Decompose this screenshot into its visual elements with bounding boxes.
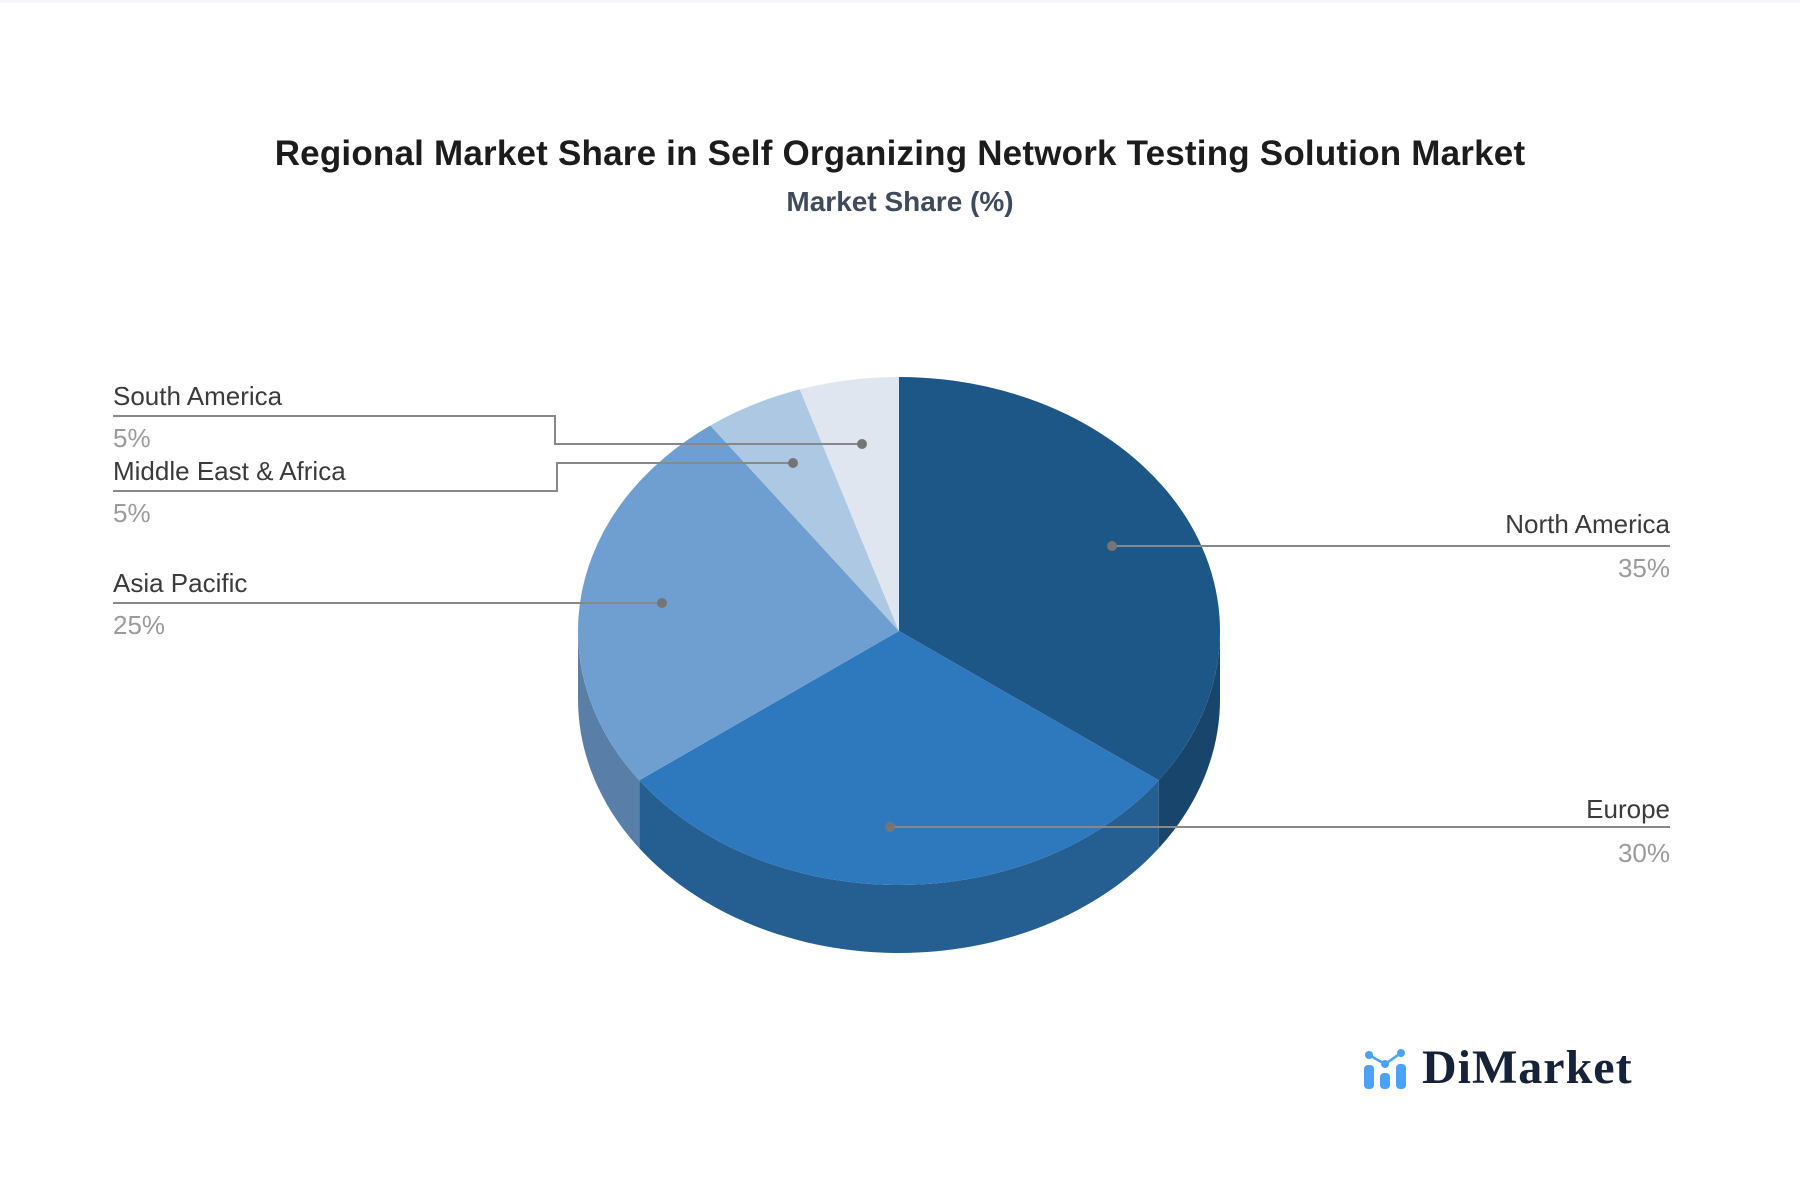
label-south-america-value: 5% — [113, 423, 151, 453]
chart-title: Regional Market Share in Self Organizing… — [274, 134, 1526, 173]
label-north-america-name: North America — [1505, 509, 1670, 539]
leader-dot-south-america — [857, 439, 867, 449]
chart-subtitle: Market Share (%) — [786, 186, 1014, 217]
leader-line-south-america — [113, 415, 862, 445]
leader-dot-europe — [885, 822, 895, 832]
pie-side-north-america — [1158, 631, 1220, 849]
label-middle-east-africa-value: 5% — [113, 498, 151, 528]
brand-logo: DiMarket — [1362, 1040, 1633, 1094]
pie-side-europe — [639, 780, 1159, 953]
pie-side-asia-pacific — [578, 631, 640, 849]
label-middle-east-africa-name: Middle East & Africa — [113, 456, 346, 486]
page-top-divider — [0, 0, 1800, 3]
pie-slice-south-america — [799, 377, 899, 631]
bar-line-chart-icon — [1364, 1049, 1406, 1089]
label-asia-pacific-value: 25% — [113, 610, 166, 640]
pie-slice-asia-pacific — [578, 425, 899, 781]
pie-slice-north-america — [899, 377, 1220, 781]
pie-slice-middle-east-africa — [710, 389, 899, 631]
leader-dot-asia-pacific — [657, 598, 667, 608]
pie-slice-europe — [639, 631, 1159, 885]
label-north-america-value: 35% — [1617, 553, 1670, 583]
leader-dot-middle-east-africa — [788, 458, 798, 468]
label-europe-name: Europe — [1586, 794, 1670, 824]
label-europe-value: 30% — [1617, 838, 1670, 868]
leader-dot-north-america — [1107, 541, 1117, 551]
label-south-america-name: South America — [113, 381, 283, 411]
label-asia-pacific-name: Asia Pacific — [113, 568, 248, 598]
leader-line-middle-east-africa — [113, 462, 793, 492]
brand-logo-text: DiMarket — [1422, 1041, 1633, 1094]
